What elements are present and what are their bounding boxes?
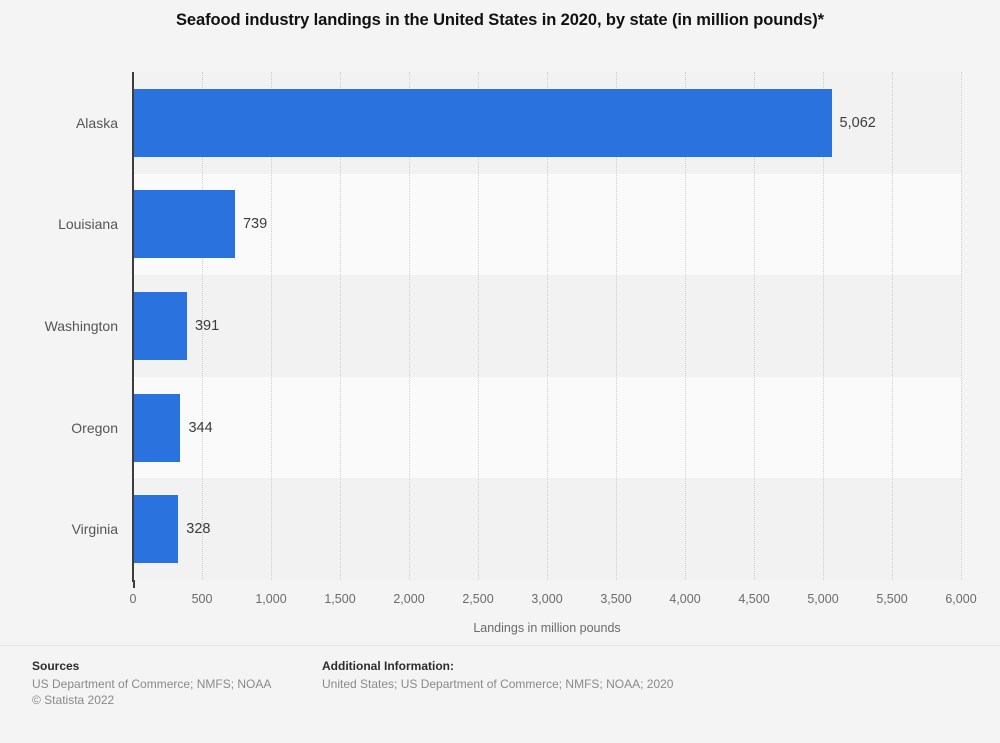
bar[interactable] bbox=[133, 393, 181, 462]
sources-line: US Department of Commerce; NMFS; NOAA bbox=[32, 677, 272, 691]
gridline bbox=[202, 72, 203, 580]
copyright-line: © Statista 2022 bbox=[32, 693, 115, 707]
additional-information-block: Additional Information: United States; U… bbox=[322, 659, 882, 692]
chart-footer: Sources US Department of Commerce; NMFS;… bbox=[0, 646, 1000, 743]
x-tick-label: 3,500 bbox=[600, 592, 632, 606]
bar[interactable] bbox=[133, 88, 832, 157]
category-label: Oregon bbox=[71, 419, 118, 436]
bar[interactable] bbox=[133, 190, 235, 259]
gridline bbox=[892, 72, 893, 580]
page-title: Seafood industry landings in the United … bbox=[176, 11, 824, 29]
footer-divider bbox=[0, 645, 1000, 646]
y-axis-line bbox=[132, 72, 134, 582]
category-label: Louisiana bbox=[58, 216, 118, 233]
x-tick-label: 5,000 bbox=[807, 592, 839, 606]
bar[interactable] bbox=[133, 495, 179, 564]
x-tick-label: 0 bbox=[129, 592, 137, 606]
x-axis-zero-tick bbox=[133, 580, 135, 588]
gridline bbox=[547, 72, 548, 580]
bar-value-label: 739 bbox=[242, 216, 268, 233]
x-tick-label: 500 bbox=[191, 592, 213, 606]
additional-information-heading: Additional Information: bbox=[322, 659, 454, 673]
gridline bbox=[409, 72, 410, 580]
bar-value-label: 391 bbox=[194, 318, 220, 334]
chart-plot-area: 5,062 739 391 344 328 bbox=[133, 72, 962, 580]
sources-block: Sources US Department of Commerce; NMFS;… bbox=[32, 659, 312, 708]
bar-value-label: 328 bbox=[186, 521, 211, 538]
x-tick-label: 4,000 bbox=[669, 592, 701, 606]
gridline bbox=[754, 72, 755, 580]
x-tick-label: 5,500 bbox=[876, 592, 908, 606]
x-axis-title: Landings in million pounds bbox=[473, 621, 621, 635]
x-tick-label: 1,000 bbox=[255, 592, 287, 606]
bar-value-label: 344 bbox=[188, 419, 213, 436]
bar[interactable] bbox=[133, 292, 187, 360]
sources-heading: Sources bbox=[32, 659, 80, 673]
x-tick-label: 6,000 bbox=[945, 592, 977, 606]
gridline bbox=[961, 72, 962, 580]
gridline bbox=[685, 72, 686, 580]
gridline bbox=[271, 72, 272, 580]
gridline bbox=[340, 72, 341, 580]
x-tick-label: 2,500 bbox=[462, 592, 494, 606]
x-tick-label: 3,000 bbox=[531, 592, 563, 606]
x-tick-label: 4,500 bbox=[738, 592, 770, 606]
gridline bbox=[823, 72, 824, 580]
category-label: Alaska bbox=[75, 114, 118, 131]
gridline bbox=[616, 72, 617, 580]
bar-value-label: 5,062 bbox=[839, 114, 876, 131]
gridline bbox=[478, 72, 479, 580]
x-tick-label: 1,500 bbox=[324, 592, 356, 606]
additional-information-line: United States; US Department of Commerce… bbox=[322, 677, 674, 691]
category-label: Virginia bbox=[71, 521, 118, 538]
category-label: Washington bbox=[44, 318, 118, 334]
x-tick-label: 2,000 bbox=[393, 592, 425, 606]
